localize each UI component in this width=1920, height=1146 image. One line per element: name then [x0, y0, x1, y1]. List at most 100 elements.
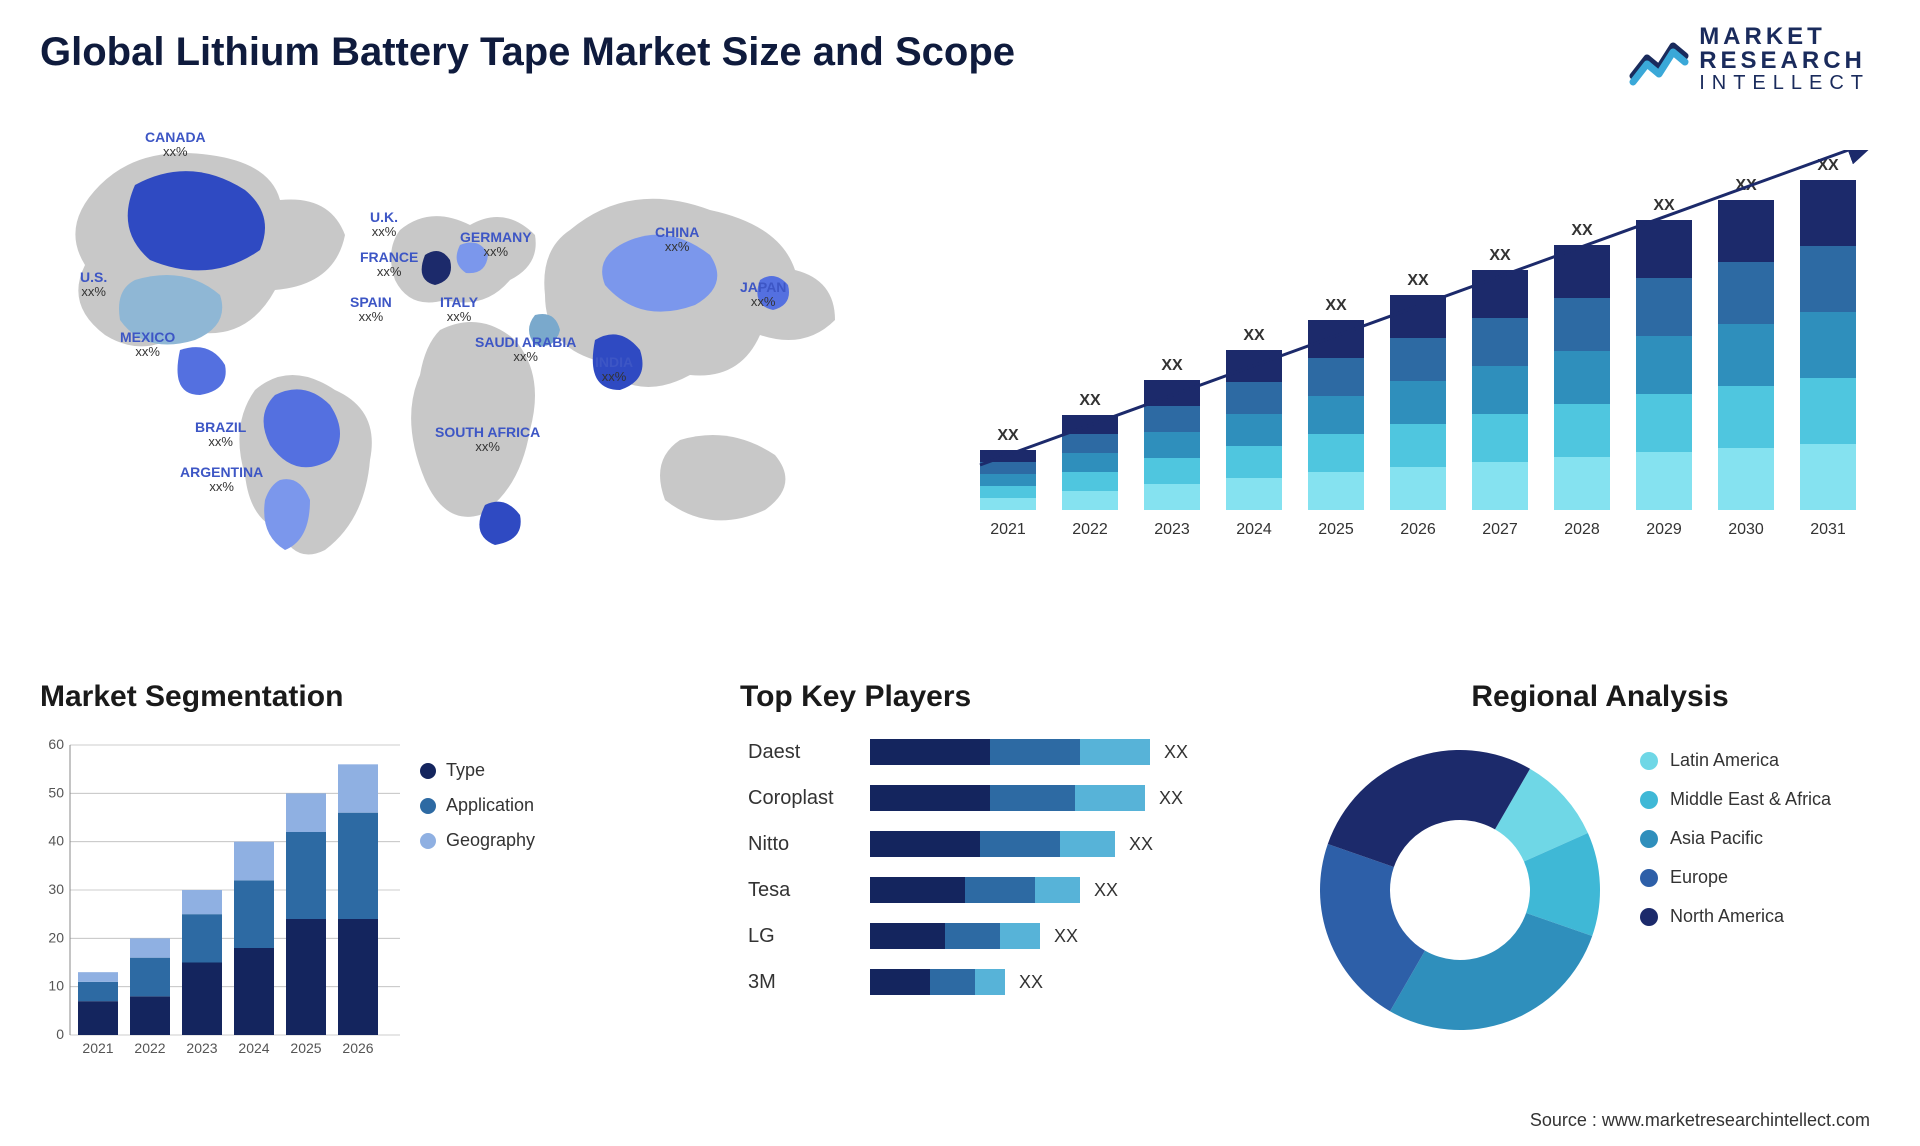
player-bar [870, 739, 1150, 765]
growth-chart-svg: XX 2021 XX 2022 XX 2023 XX 2024 XX 2025 XX 2026 XX 20… [970, 150, 1880, 570]
player-value: XX [1094, 880, 1118, 901]
map-label-japan: JAPANxx% [740, 280, 786, 310]
svg-text:2024: 2024 [1236, 521, 1272, 538]
svg-text:XX: XX [1489, 247, 1511, 264]
players-title: Top Key Players [740, 680, 1260, 714]
players-list: Daest XX Coroplast XX Nitto XX Tesa XX LG XX 3M XX [740, 734, 1260, 1000]
segmentation-title: Market Segmentation [40, 680, 600, 714]
player-row: Nitto XX [740, 826, 1260, 862]
player-bar [870, 831, 1115, 857]
svg-text:2026: 2026 [342, 1040, 373, 1056]
svg-text:50: 50 [48, 784, 64, 800]
player-bar [870, 923, 1040, 949]
player-value: XX [1164, 742, 1188, 763]
svg-text:40: 40 [48, 833, 64, 849]
svg-text:2024: 2024 [238, 1040, 269, 1056]
svg-text:0: 0 [56, 1026, 64, 1042]
player-value: XX [1054, 926, 1078, 947]
svg-text:2021: 2021 [82, 1040, 113, 1056]
brand-line-3: INTELLECT [1699, 73, 1870, 93]
svg-text:XX: XX [1243, 327, 1265, 344]
brand-logo: MARKET RESEARCH INTELLECT [1629, 25, 1870, 93]
svg-text:2026: 2026 [1400, 521, 1436, 538]
players-section: Top Key Players Daest XX Coroplast XX Nitto X… [740, 680, 1260, 1070]
svg-text:2021: 2021 [990, 521, 1026, 538]
svg-text:2022: 2022 [134, 1040, 165, 1056]
segmentation-section: Market Segmentation 0 10 20 30 40 50 60 2021 202… [40, 680, 600, 1070]
growth-chart: XX 2021 XX 2022 XX 2023 XX 2024 XX 2025 XX 2026 XX 20… [970, 150, 1880, 570]
svg-text:XX: XX [1325, 297, 1347, 314]
svg-text:2028: 2028 [1564, 521, 1600, 538]
world-map: CANADAxx% U.S.xx% MEXICOxx% BRAZILxx% ARGENT… [40, 130, 910, 570]
svg-text:2025: 2025 [290, 1040, 321, 1056]
player-name: Coroplast [740, 787, 870, 810]
seg-legend-item: Geography [420, 830, 535, 851]
map-label-france: FRANCExx% [360, 250, 418, 280]
map-label-china: CHINAxx% [655, 225, 699, 255]
player-bar [870, 969, 1005, 995]
svg-text:2023: 2023 [186, 1040, 217, 1056]
region-legend-item: North America [1640, 906, 1831, 927]
map-label-mexico: MEXICOxx% [120, 330, 175, 360]
svg-text:2022: 2022 [1072, 521, 1108, 538]
svg-text:60: 60 [48, 736, 64, 752]
player-row: LG XX [740, 918, 1260, 954]
map-label-india: INDIAxx% [595, 355, 633, 385]
region-legend-item: Asia Pacific [1640, 828, 1831, 849]
player-row: Tesa XX [740, 872, 1260, 908]
map-label-brazil: BRAZILxx% [195, 420, 246, 450]
brand-mark-icon [1629, 32, 1689, 87]
player-bar [870, 785, 1145, 811]
map-label-italy: ITALYxx% [440, 295, 478, 325]
map-label-canada: CANADAxx% [145, 130, 206, 160]
svg-text:XX: XX [1079, 392, 1101, 409]
svg-text:10: 10 [48, 978, 64, 994]
svg-text:2027: 2027 [1482, 521, 1518, 538]
regional-donut [1310, 740, 1610, 1040]
page-title: Global Lithium Battery Tape Market Size … [40, 30, 1015, 75]
seg-legend-item: Type [420, 760, 535, 781]
svg-text:2025: 2025 [1318, 521, 1354, 538]
player-value: XX [1129, 834, 1153, 855]
region-legend-item: Latin America [1640, 750, 1831, 771]
svg-text:XX: XX [1571, 222, 1593, 239]
svg-text:XX: XX [1407, 272, 1429, 289]
map-label-u-k-: U.K.xx% [370, 210, 398, 240]
svg-text:XX: XX [1653, 197, 1675, 214]
svg-text:2023: 2023 [1154, 521, 1190, 538]
region-legend-item: Middle East & Africa [1640, 789, 1831, 810]
region-legend-item: Europe [1640, 867, 1831, 888]
svg-text:30: 30 [48, 881, 64, 897]
seg-legend-item: Application [420, 795, 535, 816]
player-value: XX [1019, 972, 1043, 993]
svg-text:20: 20 [48, 929, 64, 945]
player-name: Daest [740, 741, 870, 764]
player-name: Tesa [740, 879, 870, 902]
svg-text:XX: XX [1161, 357, 1183, 374]
player-name: Nitto [740, 833, 870, 856]
regional-section: Regional Analysis Latin America Middle Ea… [1310, 680, 1890, 1070]
regional-legend: Latin America Middle East & Africa Asia Pa… [1640, 750, 1831, 945]
regional-donut-svg [1310, 740, 1610, 1040]
regional-title: Regional Analysis [1310, 680, 1890, 714]
svg-text:2029: 2029 [1646, 521, 1682, 538]
brand-line-2: RESEARCH [1699, 49, 1870, 73]
player-value: XX [1159, 788, 1183, 809]
player-row: Daest XX [740, 734, 1260, 770]
map-label-germany: GERMANYxx% [460, 230, 532, 260]
player-bar [870, 877, 1080, 903]
segmentation-legend: Type Application Geography [420, 760, 535, 865]
source-label: Source : www.marketresearchintellect.com [1530, 1110, 1870, 1131]
map-label-argentina: ARGENTINAxx% [180, 465, 263, 495]
svg-text:2030: 2030 [1728, 521, 1764, 538]
brand-line-1: MARKET [1699, 25, 1870, 49]
player-name: 3M [740, 971, 870, 994]
map-label-spain: SPAINxx% [350, 295, 392, 325]
player-name: LG [740, 925, 870, 948]
player-row: 3M XX [740, 964, 1260, 1000]
player-row: Coroplast XX [740, 780, 1260, 816]
map-label-saudi-arabia: SAUDI ARABIAxx% [475, 335, 576, 365]
svg-text:XX: XX [997, 427, 1019, 444]
svg-text:2031: 2031 [1810, 521, 1846, 538]
map-label-u-s-: U.S.xx% [80, 270, 107, 300]
